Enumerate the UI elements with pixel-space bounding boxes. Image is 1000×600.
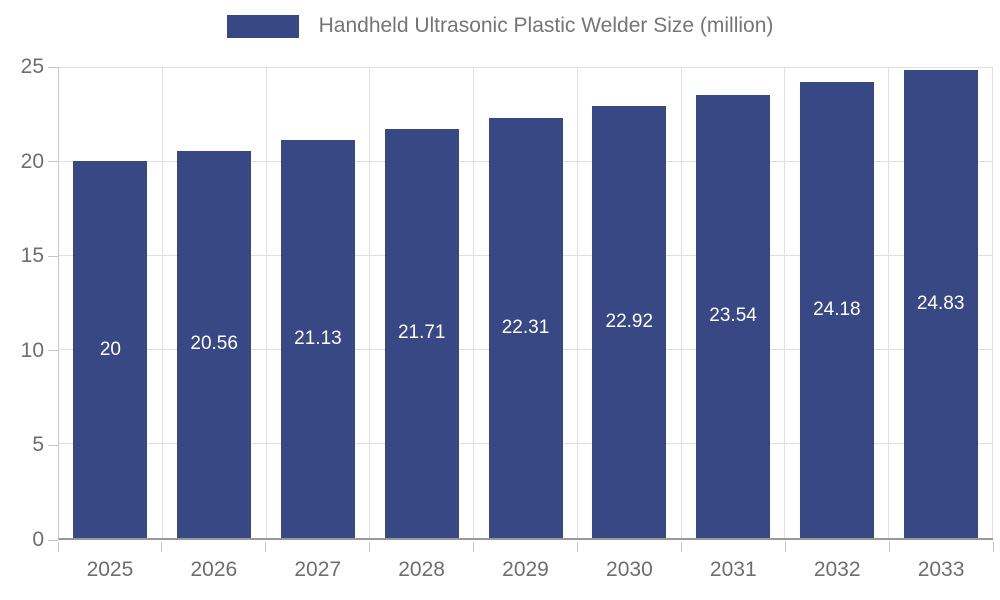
x-tick-mark xyxy=(784,542,786,552)
x-tick-label-2032: 2032 xyxy=(813,558,861,581)
y-tick-mark xyxy=(48,444,58,446)
y-tick-label: 20 xyxy=(20,149,44,173)
x-tick-mark xyxy=(680,542,682,552)
bar-cells: 20 20.56 21.13 21.71 22.31 22.92 23.54 24.18 24.… xyxy=(59,67,994,538)
bar-2027[interactable]: 21.13 xyxy=(280,139,355,538)
bar-value-label: 22.31 xyxy=(501,316,550,338)
h-grid-line xyxy=(59,66,993,68)
x-axis-labels: 2025 2026 2027 2028 2029 2030 2031 2032 2033 xyxy=(58,558,993,588)
bar-value-label: 21.13 xyxy=(294,327,342,349)
y-tick-label: 5 xyxy=(32,433,44,457)
y-tick-label: 15 xyxy=(20,244,44,268)
y-axis-ticks xyxy=(48,66,58,541)
bar-value-label: 21.71 xyxy=(397,322,446,344)
bar-2032[interactable]: 24.18 xyxy=(799,82,874,538)
bar-2033[interactable]: 24.83 xyxy=(903,70,978,538)
chart-legend: Handheld Ultrasonic Plastic Welder Size … xyxy=(0,14,1000,38)
y-tick-mark xyxy=(48,539,58,541)
x-tick-mark xyxy=(161,542,163,552)
y-tick-label: 0 xyxy=(32,528,44,551)
bar-value-label: 23.54 xyxy=(709,305,757,327)
bar-2031[interactable]: 23.54 xyxy=(696,94,771,538)
x-tick-label-2026: 2026 xyxy=(190,558,238,581)
y-tick-label: 10 xyxy=(20,338,44,362)
x-tick-label-2025: 2025 xyxy=(86,558,134,581)
y-tick-mark xyxy=(48,255,58,257)
x-tick-label-2033: 2033 xyxy=(917,558,965,581)
bar-cell-2029: 22.31 xyxy=(474,67,578,538)
x-tick-mark xyxy=(369,542,371,552)
x-axis-ticks xyxy=(57,542,994,552)
x-tick-mark xyxy=(888,542,890,552)
bar-cell-2025: 20 xyxy=(59,67,163,538)
x-tick-mark xyxy=(473,542,475,552)
legend-swatch-icon xyxy=(226,14,299,38)
bar-value-label: 24.83 xyxy=(916,293,965,315)
x-tick-mark xyxy=(57,542,59,552)
bar-value-label: 24.18 xyxy=(813,299,861,321)
bar-2028[interactable]: 21.71 xyxy=(384,128,459,538)
legend-item[interactable]: Handheld Ultrasonic Plastic Welder Size … xyxy=(226,14,774,38)
bar-cell-2027: 21.13 xyxy=(267,67,371,538)
y-tick-mark xyxy=(48,350,58,352)
bar-value-label: 22.92 xyxy=(605,311,654,333)
bar-2029[interactable]: 22.31 xyxy=(488,117,563,538)
bar-2025[interactable]: 20 xyxy=(73,161,148,538)
bar-2030[interactable]: 22.92 xyxy=(592,106,667,538)
x-tick-mark xyxy=(576,542,578,552)
x-tick-label-2029: 2029 xyxy=(502,558,549,581)
legend-series-label: Handheld Ultrasonic Plastic Welder Size … xyxy=(318,14,774,37)
y-tick-label: 25 xyxy=(20,55,44,78)
y-tick-mark xyxy=(48,161,58,163)
bar-cell-2026: 20.56 xyxy=(163,67,267,538)
bar-cell-2030: 22.92 xyxy=(578,67,682,538)
bar-2026[interactable]: 20.56 xyxy=(177,150,252,538)
x-tick-mark xyxy=(992,542,994,552)
x-tick-label-2027: 2027 xyxy=(294,558,342,581)
y-axis-labels: 0 5 10 15 20 25 xyxy=(0,55,44,551)
x-tick-label-2031: 2031 xyxy=(709,558,757,581)
bar-cell-2033: 24.83 xyxy=(889,67,994,538)
y-tick-mark xyxy=(48,66,58,68)
x-tick-mark xyxy=(265,542,267,552)
bar-cell-2032: 24.18 xyxy=(785,67,890,538)
plot-area: 20 20.56 21.13 21.71 22.31 22.92 23.54 24.18 24.… xyxy=(58,66,994,540)
bar-cell-2028: 21.71 xyxy=(370,67,475,538)
bar-value-label: 20.56 xyxy=(190,333,238,355)
bar-value-label: 20 xyxy=(99,338,121,360)
x-tick-label-2028: 2028 xyxy=(398,558,445,581)
bar-cell-2031: 23.54 xyxy=(682,67,786,538)
x-tick-label-2030: 2030 xyxy=(606,558,653,581)
